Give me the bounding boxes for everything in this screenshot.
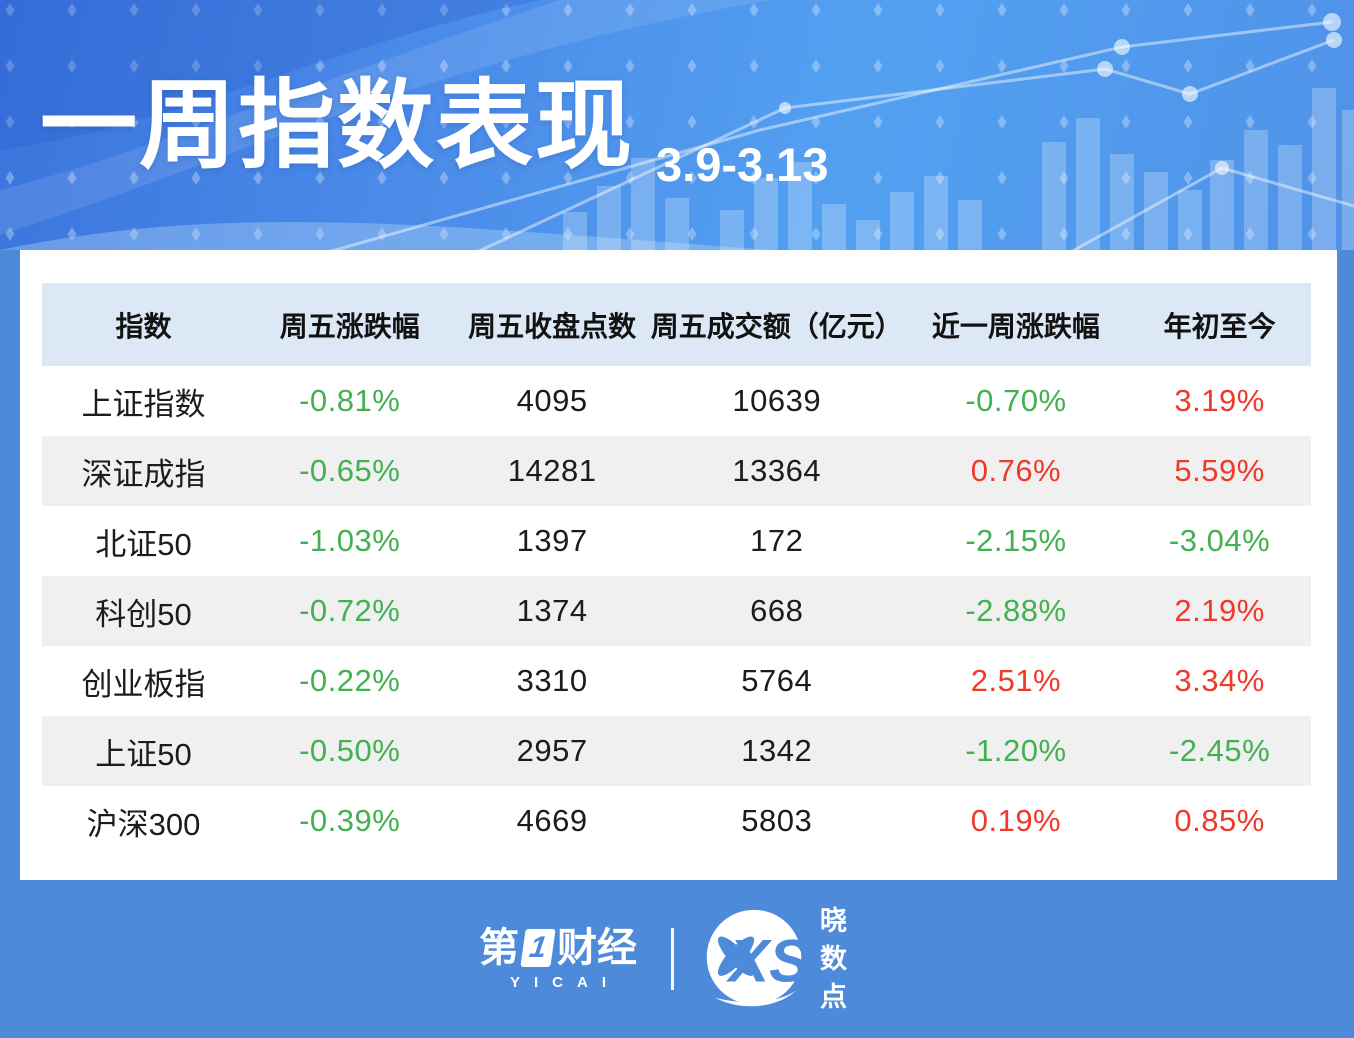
logo-char: 晓	[820, 905, 847, 936]
footer-divider	[671, 928, 674, 990]
cell-index-name: 深证成指	[81, 456, 206, 492]
table-row: 上证50 -0.50% 2957 1342 -1.20% -2.45%	[42, 716, 1311, 786]
yicai-latin-label: YICAI	[509, 973, 620, 991]
cell-friday-close: 1374	[516, 593, 588, 628]
cell-ytd: 5.59%	[1174, 453, 1265, 488]
logo-char: 点	[820, 981, 847, 1012]
header-cell-friday-change: 周五涨跌幅	[279, 310, 420, 342]
xs-mark: XS	[726, 927, 806, 995]
yicai-suffix: 财经	[557, 925, 637, 970]
index-table: 指数 周五涨跌幅 周五收盘点数 周五成交额（亿元） 近一周涨跌幅 年初至今 上证…	[42, 283, 1311, 856]
cell-ytd: 2.19%	[1174, 593, 1265, 628]
cell-week-change: -0.70%	[965, 383, 1067, 418]
cell-friday-turnover: 1342	[741, 733, 813, 768]
header-cell-week-change: 近一周涨跌幅	[931, 310, 1100, 342]
xiaoshudian-logo: XS 晓 数 点	[702, 907, 847, 1011]
page-title: 一周指数表现	[40, 70, 634, 180]
cell-friday-change: -0.72%	[299, 593, 401, 628]
cell-friday-change: -0.22%	[299, 663, 401, 698]
yicai-one-mark-icon: 1	[520, 928, 556, 967]
cell-index-name: 创业板指	[81, 666, 206, 702]
cell-friday-close: 1397	[516, 523, 588, 558]
cell-friday-change: -0.65%	[299, 453, 401, 488]
cell-ytd: -2.45%	[1168, 733, 1271, 768]
footer-logo-cluster: 第 1 财经 YICAI XS 晓	[479, 907, 847, 1011]
table-row: 上证指数 -0.81% 4095 10639 -0.70% 3.19%	[42, 366, 1311, 436]
xiaoshudian-name: 晓 数 点	[820, 905, 847, 1012]
cell-friday-change: -0.81%	[299, 383, 401, 418]
cell-week-change: -1.20%	[965, 733, 1067, 768]
cell-friday-close: 14281	[507, 453, 597, 488]
logo-char: 数	[820, 943, 847, 974]
banner: 一周指数表现 3.9-3.13	[0, 0, 1354, 250]
cell-friday-close: 3310	[516, 663, 588, 698]
cell-week-change: 0.19%	[970, 803, 1062, 838]
cell-week-change: 2.51%	[970, 663, 1062, 698]
header-cell-index: 指数	[115, 310, 172, 342]
table-row: 科创50 -0.72% 1374 668 -2.88% 2.19%	[42, 576, 1311, 646]
cell-week-change: 0.76%	[970, 453, 1062, 488]
yicai-logo: 第 1 财经 YICAI	[479, 928, 637, 991]
yicai-prefix: 第	[479, 925, 519, 970]
banner-title-row: 一周指数表现 3.9-3.13	[40, 0, 828, 250]
table-row: 深证成指 -0.65% 14281 13364 0.76% 5.59%	[42, 436, 1311, 506]
cell-friday-close: 4669	[516, 803, 588, 838]
cell-index-name: 北证50	[95, 526, 192, 562]
cell-index-name: 科创50	[95, 596, 192, 632]
footer: 第 1 财经 YICAI XS 晓	[0, 880, 1354, 1038]
cell-ytd: 3.34%	[1174, 663, 1265, 698]
table-row: 沪深300 -0.39% 4669 5803 0.19% 0.85%	[42, 786, 1311, 856]
table-row: 创业板指 -0.22% 3310 5764 2.51% 3.34%	[42, 646, 1311, 716]
cell-friday-turnover: 10639	[732, 383, 822, 418]
cell-friday-change: -1.03%	[299, 523, 401, 558]
cell-friday-close: 2957	[516, 733, 588, 768]
header-cell-friday-turnover: 周五成交额（亿元）	[650, 310, 903, 342]
cell-week-change: -2.88%	[965, 593, 1067, 628]
yicai-logo-text: 第 1 财经	[479, 928, 637, 968]
cell-friday-change: -0.39%	[299, 803, 401, 838]
table-header-row: 指数 周五涨跌幅 周五收盘点数 周五成交额（亿元） 近一周涨跌幅 年初至今	[42, 283, 1311, 366]
cell-index-name: 上证50	[95, 736, 192, 772]
cell-friday-turnover: 172	[750, 523, 804, 558]
data-card: 指数 周五涨跌幅 周五收盘点数 周五成交额（亿元） 近一周涨跌幅 年初至今 上证…	[20, 250, 1337, 880]
cell-index-name: 上证指数	[81, 386, 206, 422]
table-row: 北证50 -1.03% 1397 172 -2.15% -3.04%	[42, 506, 1311, 576]
cell-friday-turnover: 5764	[741, 663, 813, 698]
header-cell-friday-close: 周五收盘点数	[468, 310, 637, 342]
cell-index-name: 沪深300	[86, 806, 201, 842]
header-cell-ytd: 年初至今	[1163, 310, 1276, 342]
cell-friday-change: -0.50%	[299, 733, 401, 768]
banner-decor-chart-icon	[0, 0, 1354, 250]
xiaoshudian-circle-icon: XS	[706, 909, 806, 1007]
cell-week-change: -2.15%	[965, 523, 1067, 558]
cell-ytd: 3.19%	[1174, 383, 1265, 418]
date-range: 3.9-3.13	[656, 138, 829, 191]
cell-ytd: 0.85%	[1174, 803, 1265, 838]
cell-ytd: -3.04%	[1168, 523, 1271, 558]
cell-friday-turnover: 668	[750, 593, 804, 628]
cell-friday-close: 4095	[516, 383, 588, 418]
cell-friday-turnover: 5803	[741, 803, 813, 838]
cell-friday-turnover: 13364	[732, 453, 822, 488]
